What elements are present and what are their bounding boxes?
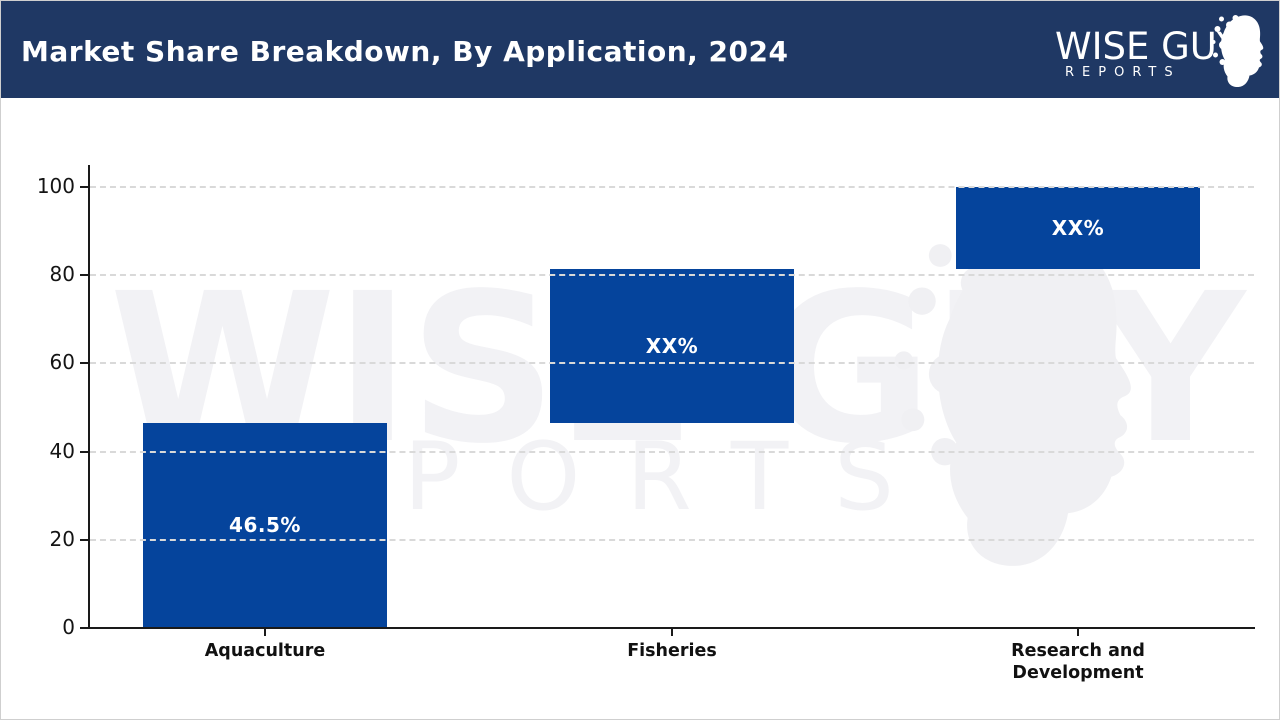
logo-brand-text: WISE GUY [1055,25,1240,68]
bar-fisheries: XX% [550,268,794,423]
x-tick-3 [1077,628,1079,636]
gridline-20 [90,538,1254,541]
gridline-100 [90,186,1254,188]
y-tick-100 [80,186,88,188]
y-tick-label-20: 20 [49,526,75,551]
y-tick-60 [80,362,88,365]
y-axis-line [88,165,90,629]
page-title: Market Share Breakdown, By Application, … [21,35,789,68]
y-tick-label-60: 60 [49,350,75,375]
x-tick-1 [264,628,266,636]
bar-value-label: 46.5% [229,513,301,538]
gridline-60 [90,362,1254,365]
x-category-label: Aquaculture [204,641,326,661]
header-bar: Market Share Breakdown, By Application, … [1,1,1279,98]
y-tick-80 [80,274,88,277]
y-tick-20 [80,538,88,541]
x-category-label: Research and Development [1011,641,1145,683]
x-tick-2 [671,628,673,636]
gridline-40 [90,450,1254,453]
y-tick-40 [80,450,88,453]
wiseguy-face-icon [1211,15,1264,88]
logo-sub-text: REPORTS [1065,65,1181,80]
wiseguy-reports-logo: WISE GUY REPORTS [1019,7,1269,93]
bar-value-label: XX% [1051,215,1105,240]
bar-aquaculture: 46.5% [143,422,387,628]
y-tick-label-0: 0 [62,615,75,639]
y-tick-label-80: 80 [49,262,75,287]
x-category-label: Fisheries [627,641,717,661]
y-tick-0 [80,627,88,629]
bar-research-and-development: XX% [956,187,1200,269]
y-tick-label-40: 40 [49,438,75,463]
gridline-80 [90,274,1254,277]
bar-value-label: XX% [645,333,699,358]
y-tick-label-100: 100 [36,174,75,198]
